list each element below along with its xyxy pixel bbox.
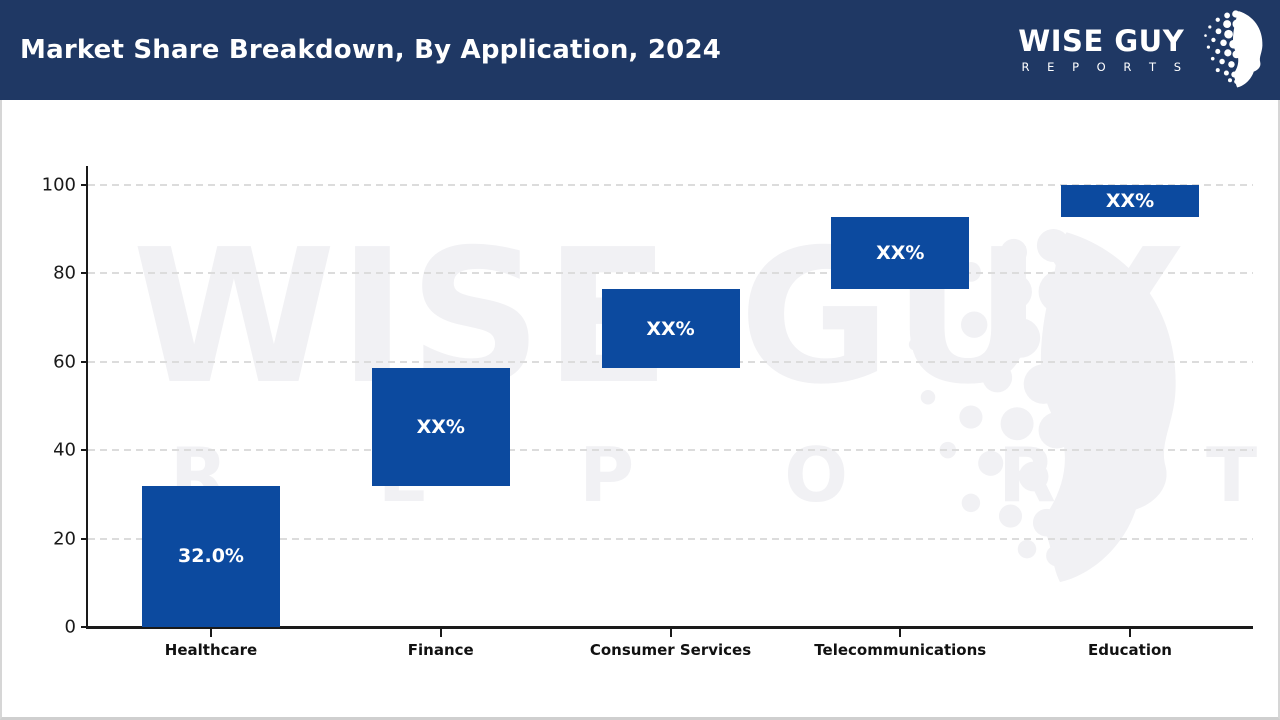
bar-value-label-5: XX% — [1105, 189, 1155, 212]
bar-consumer-services — [601, 289, 740, 368]
gridline-y-20 — [88, 537, 1253, 540]
bar-value-label-4: XX% — [876, 242, 925, 265]
y-tick-20 — [81, 537, 88, 540]
y-tick-100 — [81, 184, 88, 186]
y-tick-0 — [81, 626, 88, 628]
brand-logo-wordmark: WISE GUY R E P O R T S — [1015, 23, 1189, 74]
gridline-y-100 — [88, 184, 1253, 186]
x-axis-label-3: Consumer Services — [589, 641, 752, 659]
x-tick-3 — [669, 629, 672, 637]
x-tick-2 — [439, 629, 442, 637]
bar-value-label-3: XX% — [646, 317, 695, 340]
y-tick-label-60: 60 — [53, 351, 76, 373]
x-axis-label-5: Education — [1088, 641, 1172, 659]
bar-value-label-1: 32.0% — [178, 545, 244, 568]
gridline-y-80 — [88, 272, 1253, 275]
y-tick-label-80: 80 — [53, 262, 76, 284]
x-axis-label-2: Finance — [407, 641, 474, 659]
x-axis-spine — [86, 626, 1253, 629]
y-axis-spine — [86, 166, 88, 627]
header-band: Market Share Breakdown, By Application, … — [0, 0, 1280, 100]
brand-logo-secondary-text: R E P O R T S — [1021, 59, 1188, 74]
chart-title: Market Share Breakdown, By Application, … — [20, 35, 722, 65]
x-tick-5 — [1129, 629, 1131, 637]
bar-finance — [371, 367, 510, 486]
y-tick-40 — [81, 449, 88, 452]
bar-healthcare — [142, 485, 280, 627]
x-axis-label-4: Telecommunications — [814, 641, 987, 659]
y-tick-label-100: 100 — [41, 174, 76, 196]
x-axis-label-1: Healthcare — [164, 641, 258, 659]
y-tick-label-20: 20 — [53, 528, 76, 550]
x-tick-4 — [899, 629, 902, 637]
bar-education — [1061, 185, 1199, 217]
y-tick-label-0: 0 — [64, 616, 76, 638]
y-tick-80 — [81, 272, 88, 275]
x-tick-1 — [210, 629, 212, 637]
y-tick-label-40: 40 — [53, 439, 76, 461]
brand-logo-primary-text: WISE GUY — [1018, 23, 1185, 58]
gridline-y-40 — [88, 449, 1253, 452]
bar-value-label-2: XX% — [416, 415, 465, 438]
y-tick-60 — [81, 360, 88, 363]
brand-logo: WISE GUY R E P O R T S — [1015, 9, 1267, 91]
